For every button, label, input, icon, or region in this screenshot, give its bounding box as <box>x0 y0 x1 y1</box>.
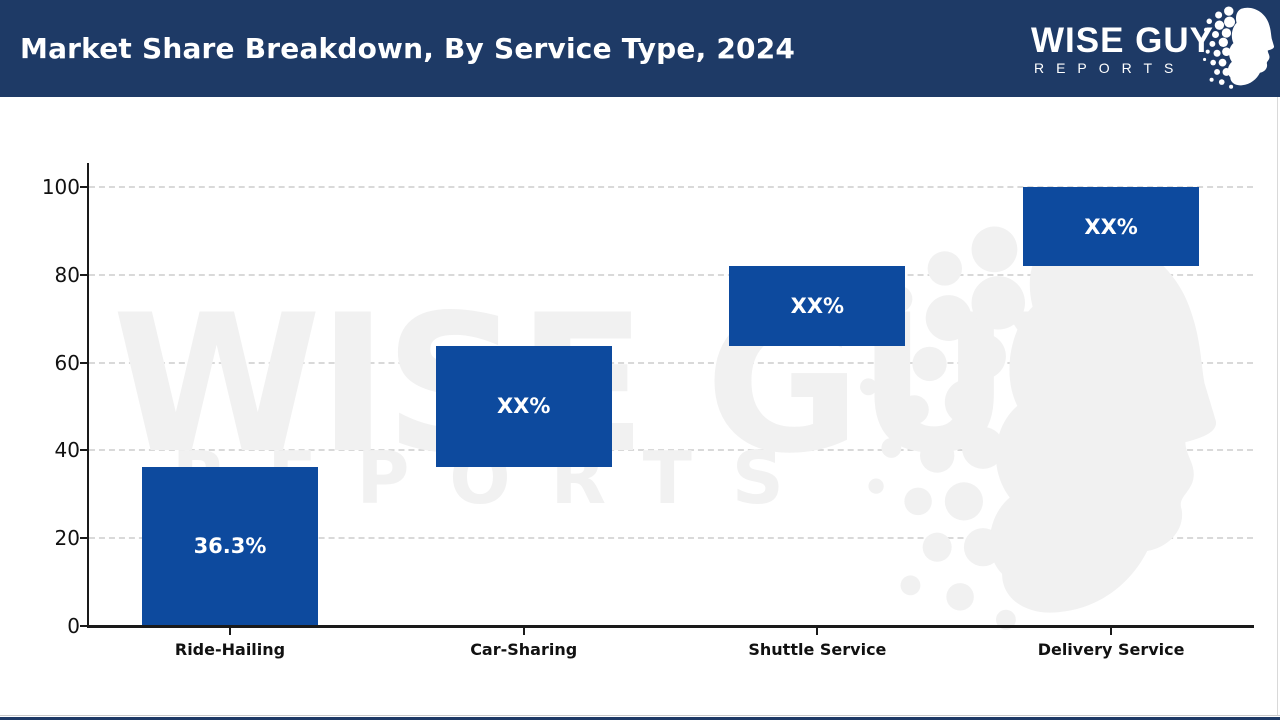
y-axis-tick-20 <box>80 537 88 540</box>
bottom-border <box>0 715 1280 716</box>
y-axis-tick-80 <box>80 273 88 276</box>
gridline-80 <box>89 273 1253 276</box>
category-label-delivery-service: Delivery Service <box>1037 640 1185 659</box>
bar-value-label-ride-hailing: 36.3% <box>193 534 267 559</box>
category-label-shuttle-service: Shuttle Service <box>748 640 887 659</box>
y-axis-tick-40 <box>80 449 88 452</box>
x-axis-tick-shuttle-service <box>816 628 819 635</box>
x-axis-tick-delivery-service <box>1110 628 1113 635</box>
y-axis-label-0: 0 <box>67 614 80 638</box>
y-axis-line <box>87 163 89 628</box>
gridline-20 <box>89 537 1253 540</box>
category-label-car-sharing: Car-Sharing <box>470 640 578 659</box>
chart-title: Market Share Breakdown, By Service Type,… <box>20 32 796 65</box>
header-bar: Market Share Breakdown, By Service Type,… <box>0 0 1280 97</box>
footer-strip <box>0 717 1280 720</box>
logo-text: WISE GUY REPORTS <box>1031 23 1214 75</box>
logo-wiseguy-label: WISE GUY <box>1030 20 1214 60</box>
bar-value-label-shuttle-service: XX% <box>790 294 845 319</box>
x-axis-tick-car-sharing <box>522 628 525 635</box>
bar-car-sharing: XX% <box>435 346 612 467</box>
logo-head-icon <box>1201 5 1274 89</box>
category-label-ride-hailing: Ride-Hailing <box>174 640 286 659</box>
wise-guy-reports-logo: WISE GUY REPORTS <box>1031 5 1280 90</box>
gridline-100 <box>89 186 1253 188</box>
y-axis-tick-0 <box>80 625 88 627</box>
x-axis-line <box>87 625 1254 628</box>
gridline-40 <box>89 449 1253 452</box>
y-axis-label-100: 100 <box>41 175 80 199</box>
gridline-60 <box>89 361 1253 364</box>
bar-shuttle-service: XX% <box>729 266 906 347</box>
right-border <box>1277 97 1278 716</box>
y-axis-label-80: 80 <box>54 262 80 287</box>
y-axis-label-40: 40 <box>54 438 80 463</box>
bar-value-label-car-sharing: XX% <box>496 394 551 419</box>
y-axis-label-60: 60 <box>54 350 80 375</box>
x-axis-tick-ride-hailing <box>229 628 231 635</box>
bar-ride-hailing: 36.3% <box>142 466 318 626</box>
logo-reports-label: REPORTS <box>1033 59 1186 76</box>
bar-value-label-delivery-service: XX% <box>1084 214 1138 239</box>
y-axis-label-20: 20 <box>54 526 80 551</box>
y-axis-tick-100 <box>80 186 88 188</box>
y-axis-tick-60 <box>80 361 88 364</box>
bar-delivery-service: XX% <box>1023 187 1200 267</box>
